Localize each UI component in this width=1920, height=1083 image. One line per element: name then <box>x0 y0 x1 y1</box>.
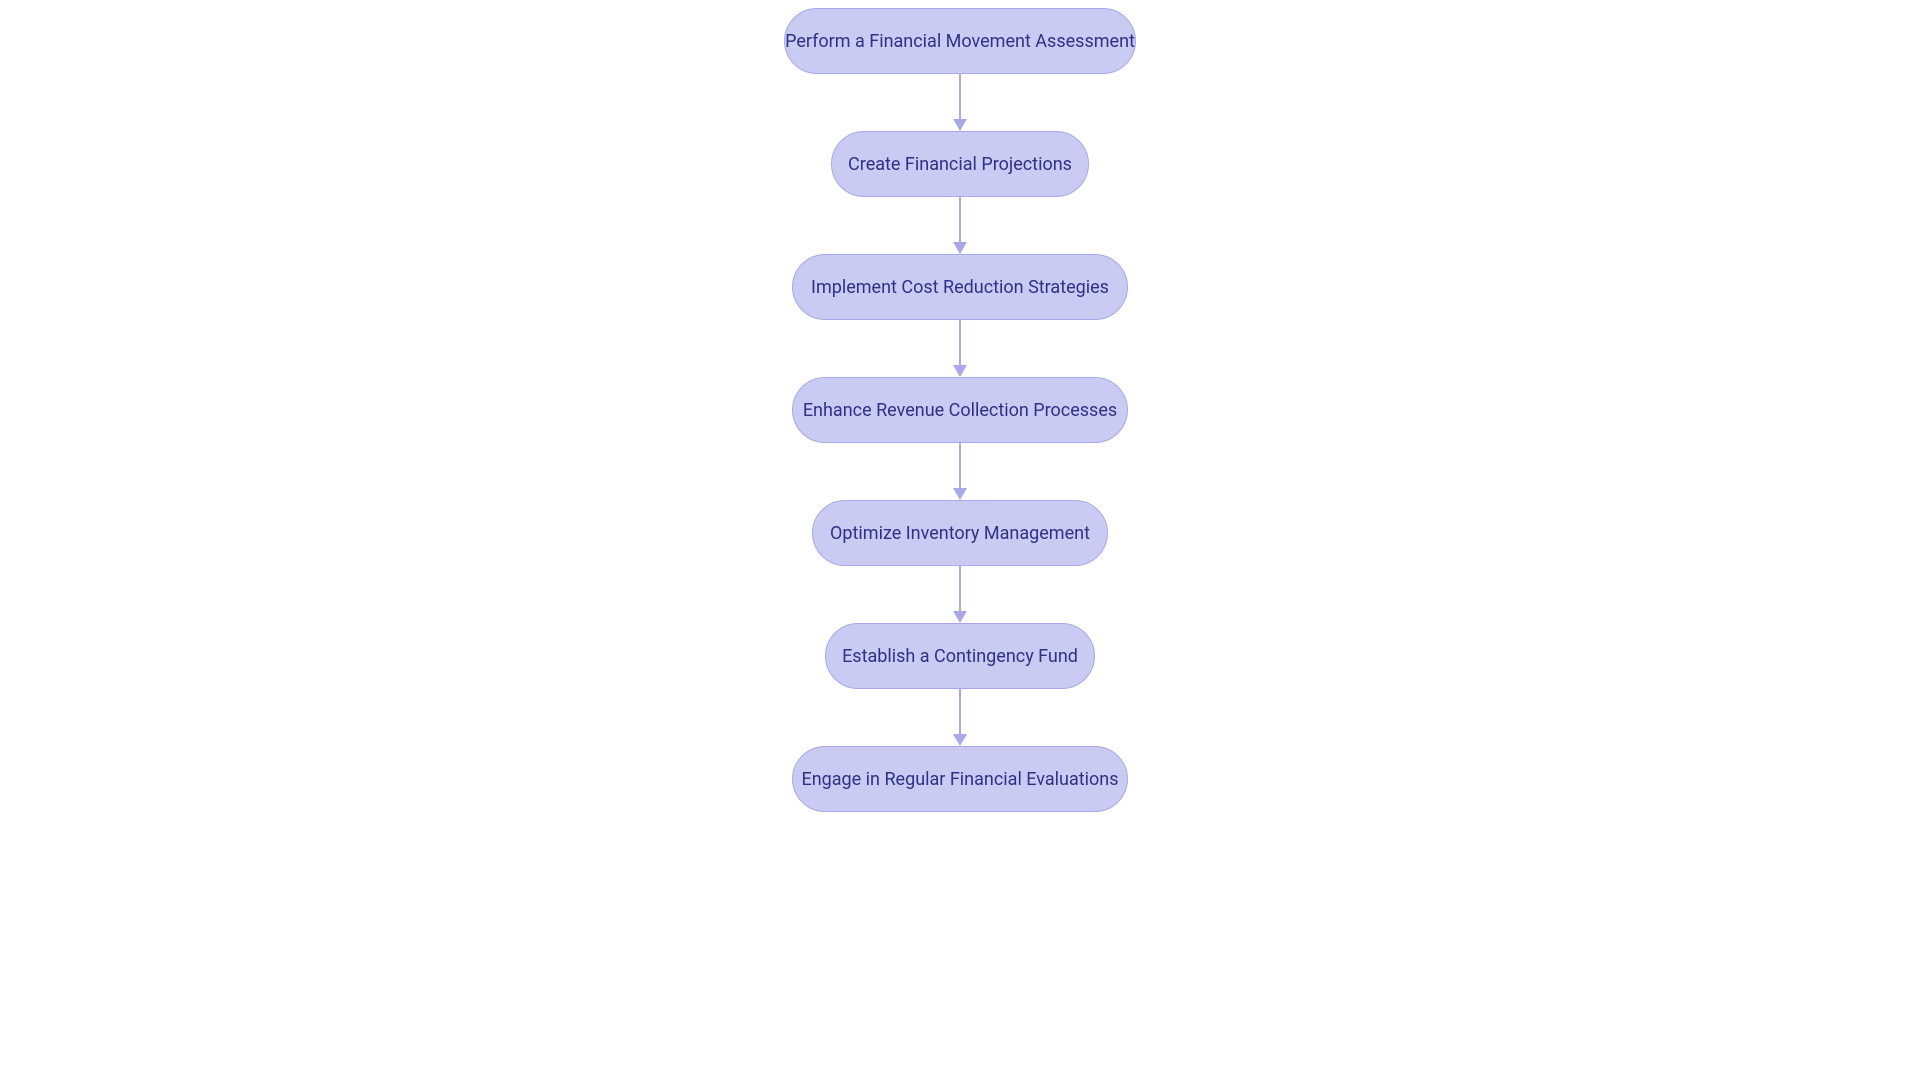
arrow-line <box>959 74 961 119</box>
arrow-head-icon <box>953 611 967 623</box>
arrow-line <box>959 443 961 488</box>
canvas: Perform a Financial Movement Assessment … <box>0 0 1920 1083</box>
flow-node-6: Establish a Contingency Fund <box>825 623 1095 689</box>
arrow-head-icon <box>953 365 967 377</box>
flow-node-5: Optimize Inventory Management <box>812 500 1108 566</box>
flow-node-2-label: Create Financial Projections <box>848 154 1072 175</box>
arrow-line <box>959 566 961 611</box>
flow-node-6-label: Establish a Contingency Fund <box>842 646 1078 667</box>
arrow-head-icon <box>953 734 967 746</box>
flow-arrow-2 <box>953 197 967 254</box>
flow-arrow-4 <box>953 443 967 500</box>
flow-arrow-6 <box>953 689 967 746</box>
arrow-head-icon <box>953 242 967 254</box>
flow-node-7: Engage in Regular Financial Evaluations <box>792 746 1128 812</box>
flow-arrow-5 <box>953 566 967 623</box>
arrow-head-icon <box>953 119 967 131</box>
flow-arrow-1 <box>953 74 967 131</box>
arrow-line <box>959 320 961 365</box>
arrow-line <box>959 197 961 242</box>
flow-node-3: Implement Cost Reduction Strategies <box>792 254 1128 320</box>
flow-node-4: Enhance Revenue Collection Processes <box>792 377 1128 443</box>
flow-node-5-label: Optimize Inventory Management <box>830 523 1090 544</box>
flow-node-1: Perform a Financial Movement Assessment <box>784 8 1136 74</box>
flow-node-7-label: Engage in Regular Financial Evaluations <box>801 769 1118 790</box>
flow-arrow-3 <box>953 320 967 377</box>
flowchart: Perform a Financial Movement Assessment … <box>784 8 1136 812</box>
arrow-head-icon <box>953 488 967 500</box>
flow-node-1-label: Perform a Financial Movement Assessment <box>785 31 1135 52</box>
flow-node-3-label: Implement Cost Reduction Strategies <box>811 277 1109 298</box>
arrow-line <box>959 689 961 734</box>
flow-node-2: Create Financial Projections <box>831 131 1089 197</box>
flow-node-4-label: Enhance Revenue Collection Processes <box>803 400 1117 421</box>
